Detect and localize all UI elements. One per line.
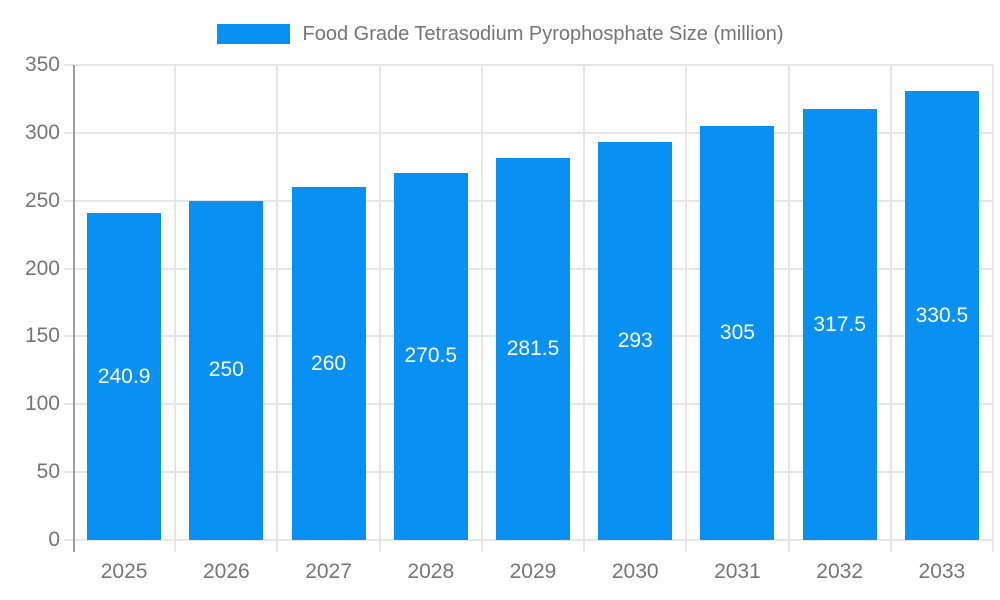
bar-value-label: 240.9 [97, 364, 151, 388]
y-axis-tick-label: 300 [24, 120, 60, 144]
x-gridline [583, 65, 586, 552]
bar-value-label: 330.5 [915, 303, 969, 327]
x-axis-tick-label: 2033 [918, 560, 966, 583]
x-gridline [992, 65, 994, 552]
y-gridline [64, 64, 993, 66]
bar-value-label: 281.5 [506, 336, 560, 360]
bar-value-label: 317.5 [813, 312, 866, 336]
y-axis-tick-label: 250 [24, 188, 60, 212]
bar-value-label: 270.5 [404, 344, 458, 368]
x-axis-tick-label: 2028 [407, 560, 455, 583]
y-gridline [64, 539, 993, 541]
bar-2029[interactable]: 281.5 [496, 157, 570, 540]
y-axis-line [73, 65, 75, 552]
x-axis-tick-label: 2025 [100, 560, 148, 583]
bar-2031[interactable]: 305 [700, 126, 775, 540]
x-gridline [480, 65, 483, 552]
chart-legend: Food Grade Tetrasodium Pyrophosphate Siz… [0, 18, 1000, 50]
bar-2028[interactable]: 270.5 [393, 172, 468, 540]
x-gridline [276, 65, 279, 552]
x-axis-tick-label: 2026 [202, 560, 250, 583]
y-axis-tick-label: 50 [36, 460, 60, 484]
bar-value-label: 305 [719, 321, 755, 345]
bar-2025[interactable]: 240.9 [87, 213, 162, 540]
plot-area: 0 50 100 150 200 250 300 350 240.9 2025 250 2026 260… [25, 53, 994, 583]
x-axis-tick-label: 2030 [611, 560, 659, 583]
y-axis-tick-label: 100 [24, 392, 60, 416]
x-axis-tick-label: 2032 [816, 560, 864, 583]
x-gridline [685, 65, 688, 552]
x-axis-tick-label: 2029 [509, 560, 557, 583]
bar-value-label: 293 [617, 329, 653, 353]
x-gridline [174, 65, 177, 552]
bar-2030[interactable]: 293 [598, 142, 673, 540]
x-gridline [378, 65, 381, 552]
bar-value-label: 250 [208, 358, 244, 382]
legend-swatch[interactable] [216, 24, 290, 44]
x-axis-tick-label: 2027 [305, 560, 352, 583]
y-axis-tick-label: 200 [24, 256, 60, 280]
legend-label: Food Grade Tetrasodium Pyrophosphate Siz… [302, 22, 784, 45]
x-gridline [889, 65, 892, 552]
y-axis-tick-label: 0 [48, 528, 60, 551]
x-axis-tick-label: 2031 [714, 560, 761, 583]
bar-2026[interactable]: 250 [189, 200, 264, 540]
y-gridline [64, 131, 993, 134]
bar-2033[interactable]: 330.5 [904, 91, 979, 540]
y-axis-tick-label: 150 [24, 324, 60, 348]
bar-2027[interactable]: 260 [291, 187, 366, 540]
bar-value-label: 260 [311, 351, 347, 375]
bar-2032[interactable]: 317.5 [802, 109, 877, 540]
y-axis-tick-label: 350 [24, 53, 60, 76]
x-gridline [787, 65, 790, 552]
